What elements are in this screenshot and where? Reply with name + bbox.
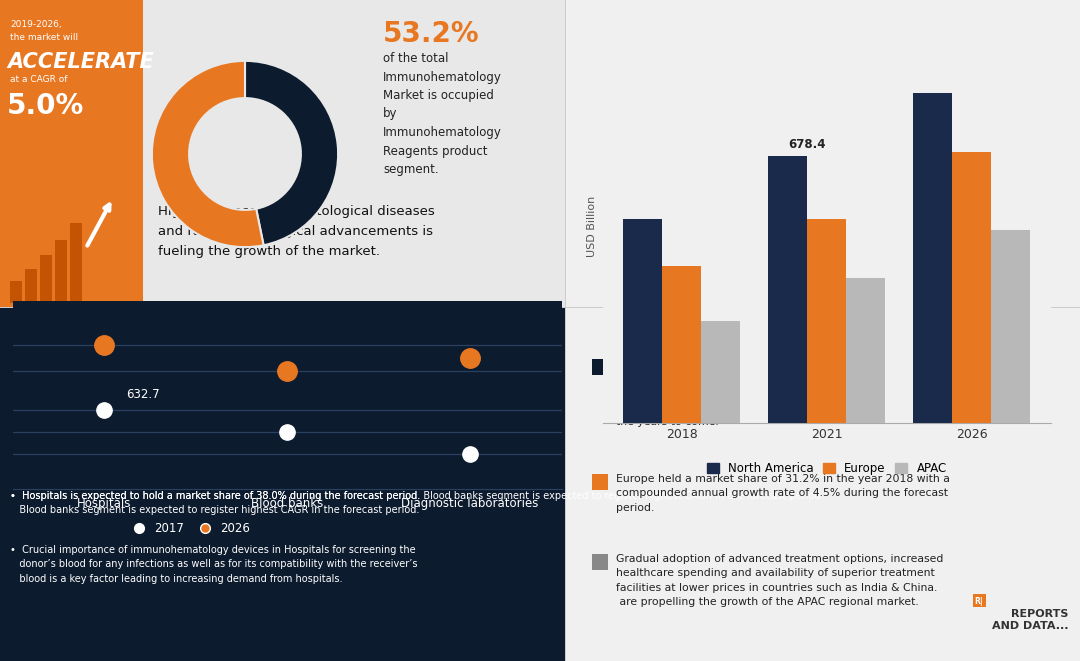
Bar [25, 269, 37, 303]
Bar [143, 0, 565, 308]
Bar [592, 474, 608, 490]
Text: Gradual adoption of advanced treatment options, increased
healthcare spending an: Gradual adoption of advanced treatment o… [616, 554, 943, 607]
Bar [592, 554, 608, 570]
Bar [913, 93, 953, 423]
Text: ACCELERATE: ACCELERATE [6, 52, 153, 72]
Bar [623, 219, 662, 423]
Text: •  Hospitals is expected to hold a market share of 38.0% during the forecast per: • Hospitals is expected to hold a market… [10, 491, 823, 501]
Text: R|: R| [974, 596, 984, 605]
Legend: North America, Europe, APAC: North America, Europe, APAC [702, 457, 951, 480]
Text: North America is projected to hold a market share of 35.5%
during the forecast p: North America is projected to hold a mar… [616, 359, 949, 426]
Bar [592, 359, 608, 375]
Bar [662, 266, 701, 423]
Bar [70, 223, 82, 303]
Text: REPORTS
AND DATA...: REPORTS AND DATA... [991, 609, 1068, 631]
Text: 5.0%: 5.0% [6, 92, 84, 120]
Bar [953, 151, 991, 423]
Bar [0, 307, 1080, 308]
Text: •  Hospitals is expected to hold a market share of 38.0% during the forecast per: • Hospitals is expected to hold a market… [10, 491, 420, 516]
Bar [10, 281, 22, 303]
Legend: 2017, 2026: 2017, 2026 [122, 518, 255, 540]
Text: Europe held a market share of 31.2% in the year 2018 with a
compounded annual gr: Europe held a market share of 31.2% in t… [616, 474, 950, 513]
Wedge shape [152, 61, 264, 247]
Bar [847, 278, 886, 423]
Bar [0, 0, 143, 308]
Y-axis label: USD Billion: USD Billion [588, 196, 597, 257]
Text: •  Crucial importance of immunohematology devices in Hospitals for screening the: • Crucial importance of immunohematology… [10, 545, 418, 584]
Bar [807, 219, 847, 423]
Bar [0, 308, 565, 661]
Text: of the total
Immunohematology
Market is occupied
by
Immunohematology
Reagents pr: of the total Immunohematology Market is … [383, 52, 502, 176]
Text: 632.7: 632.7 [126, 387, 160, 401]
Bar [991, 230, 1030, 423]
Text: High incidence of hematological diseases
and rapid technological advancements is: High incidence of hematological diseases… [158, 205, 435, 258]
Text: 2019-2026,: 2019-2026, [10, 20, 62, 29]
Bar [768, 157, 807, 423]
Bar [565, 0, 1080, 661]
Text: 678.4: 678.4 [788, 137, 826, 151]
Bar [701, 321, 741, 423]
Text: the market will: the market will [10, 33, 78, 42]
Bar [55, 240, 67, 303]
Wedge shape [245, 61, 338, 245]
Bar [40, 255, 52, 303]
Text: at a CAGR of: at a CAGR of [10, 75, 67, 84]
Bar [973, 594, 986, 607]
Text: 53.2%: 53.2% [383, 20, 480, 48]
